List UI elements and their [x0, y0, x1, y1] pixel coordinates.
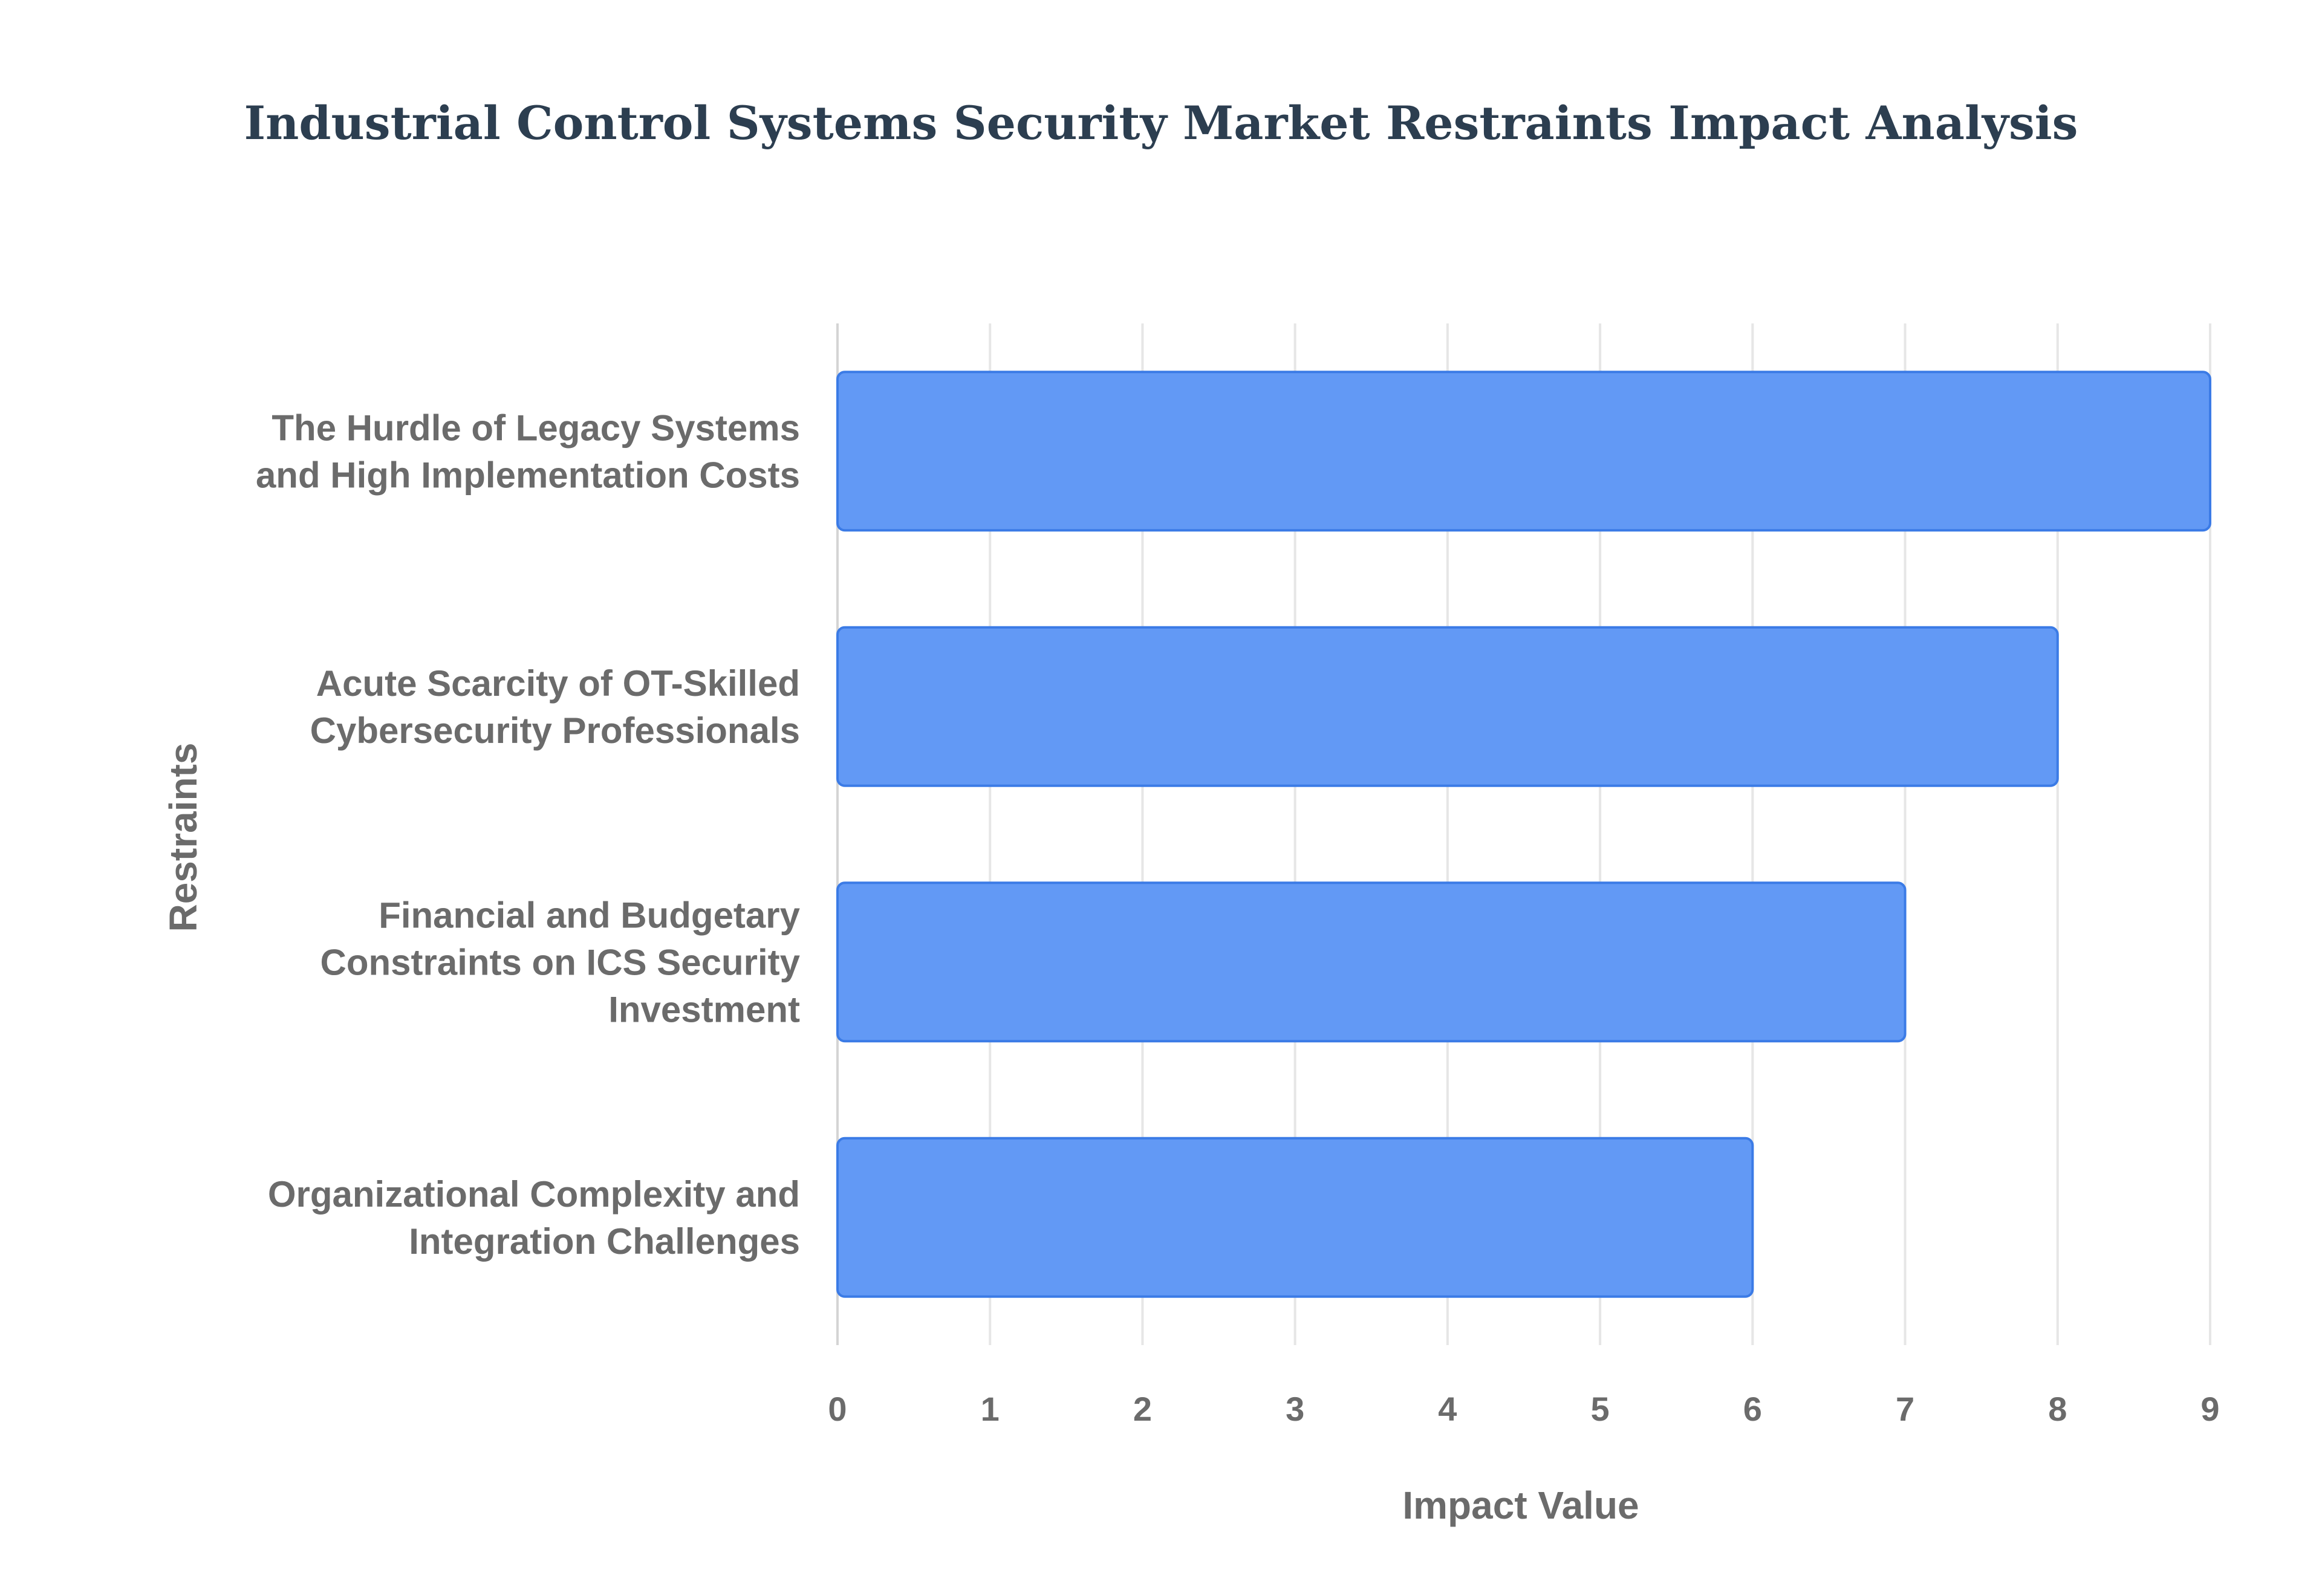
x-tick-label: 3 — [1286, 1390, 1304, 1428]
bar — [836, 1137, 1754, 1298]
y-category-label: The Hurdle of Legacy Systems and High Imp… — [256, 407, 800, 495]
chart-title: Industrial Control Systems Security Mark… — [244, 96, 2078, 150]
y-category-labels: The Hurdle of Legacy Systems and High Imp… — [256, 407, 801, 1262]
y-category-label-line: The Hurdle of Legacy Systems — [272, 407, 800, 448]
x-tick-label: 4 — [1438, 1390, 1457, 1428]
y-category-label: Financial and Budgetary Constraints on IC… — [320, 895, 801, 1030]
y-category-label-line: Constraints on ICS Security — [320, 942, 801, 982]
y-category-label-line: and High Implementation Costs — [256, 455, 800, 495]
y-category-label-line: Acute Scarcity of OT-Skilled — [316, 663, 800, 704]
x-tick-label: 9 — [2200, 1390, 2219, 1428]
bar — [836, 626, 2059, 787]
x-tick-label: 8 — [2048, 1390, 2067, 1428]
y-category-label-line: Organizational Complexity and — [268, 1174, 800, 1215]
x-axis-title: Impact Value — [1402, 1484, 1639, 1527]
x-tick-label: 7 — [1896, 1390, 1914, 1428]
bar — [836, 881, 1907, 1043]
y-category-label-line: Financial and Budgetary — [379, 895, 800, 935]
y-category-label-line: Investment — [608, 989, 800, 1030]
y-axis-title: Restraints — [161, 743, 205, 932]
y-category-label: Acute Scarcity of OT-Skilled Cybersecurit… — [310, 663, 800, 751]
x-tick-label: 1 — [981, 1390, 1000, 1428]
x-tick-labels: 0 1 2 3 4 5 6 7 8 9 — [828, 1390, 2219, 1428]
y-category-label-line: Cybersecurity Professionals — [310, 710, 800, 751]
bar — [836, 371, 2211, 532]
y-category-label: Organizational Complexity and Integration… — [268, 1174, 800, 1262]
x-tick-label: 2 — [1133, 1390, 1152, 1428]
bars — [836, 371, 2211, 1298]
y-category-label-line: Integration Challenges — [409, 1221, 800, 1262]
x-tick-label: 0 — [828, 1390, 847, 1428]
x-tick-label: 5 — [1591, 1390, 1610, 1428]
x-tick-label: 6 — [1743, 1390, 1762, 1428]
